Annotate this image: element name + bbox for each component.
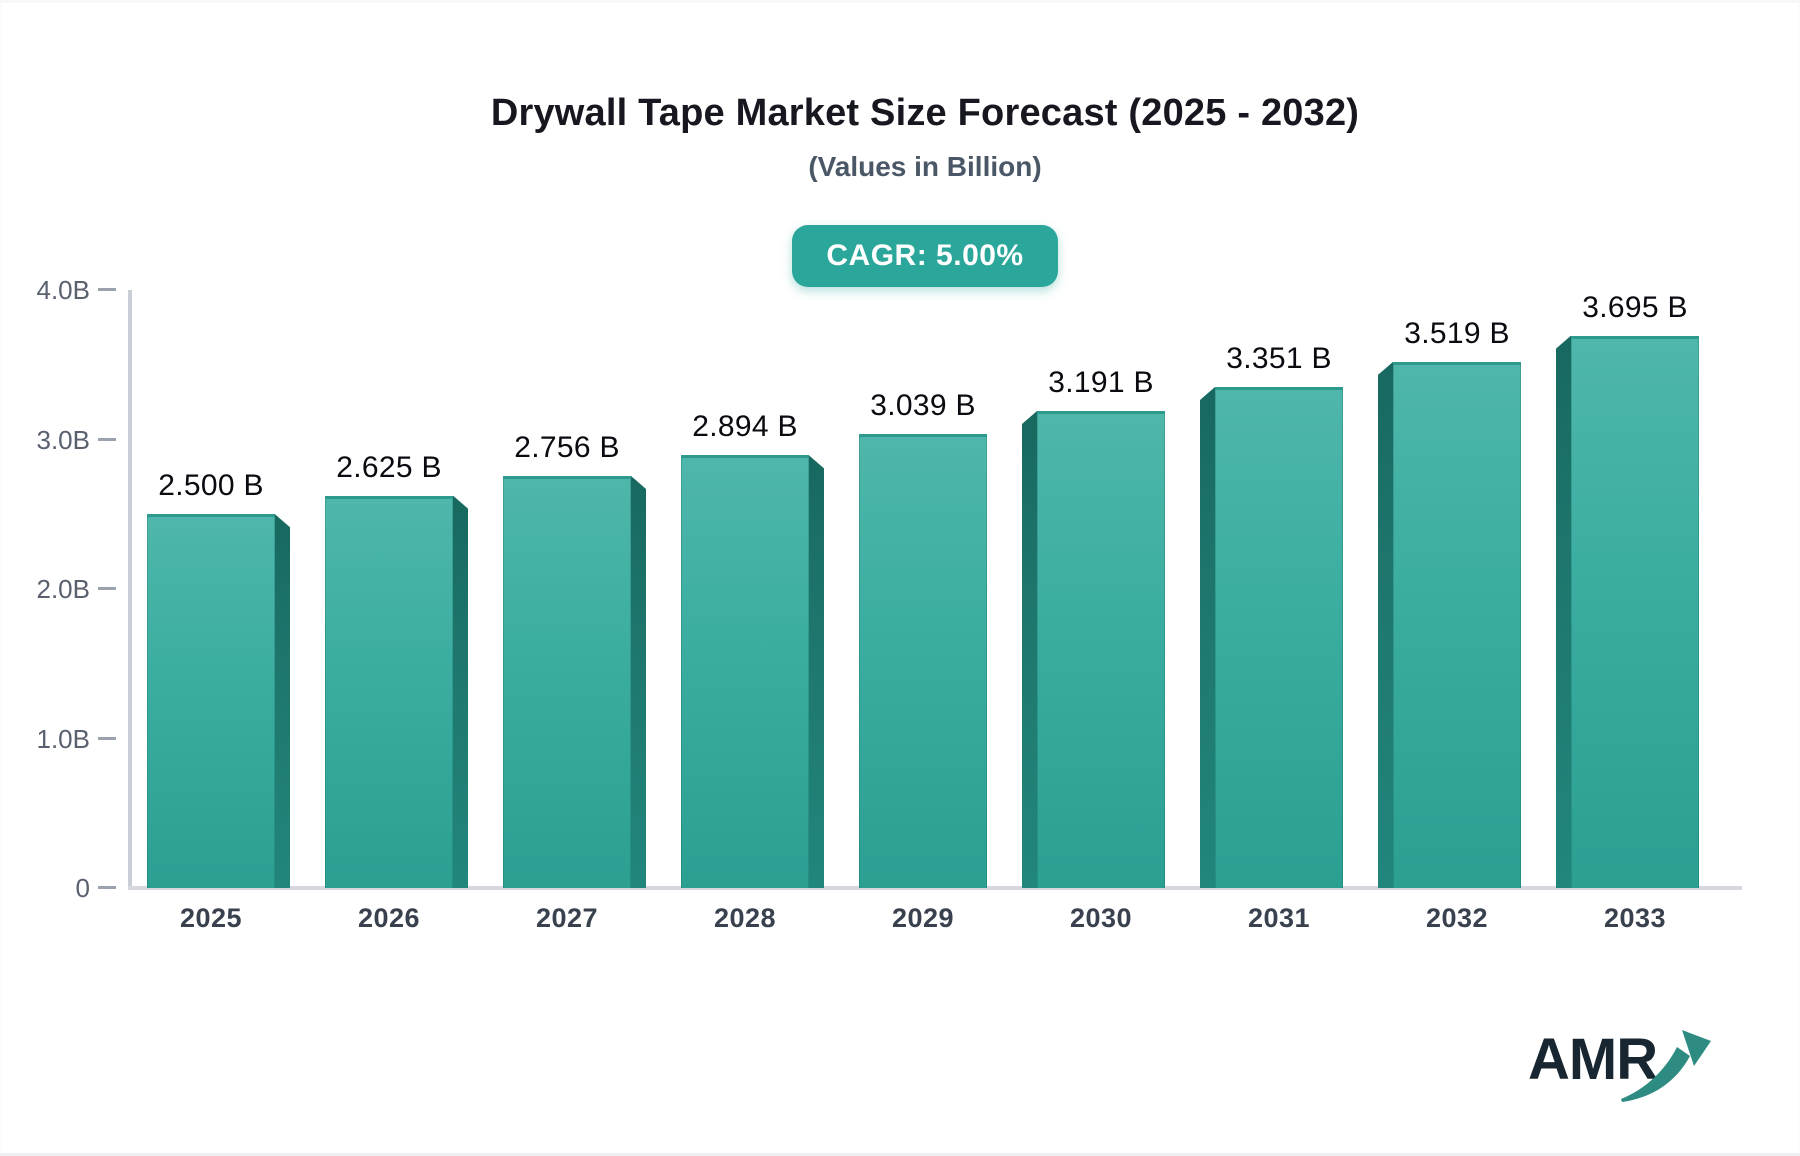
- x-axis-label: 2028: [713, 903, 777, 933]
- bar-side-face: [453, 495, 468, 888]
- y-tick-label: 2.0B: [36, 574, 91, 604]
- bar: [503, 475, 631, 888]
- bar: [147, 514, 275, 888]
- bar: [1393, 361, 1521, 888]
- bar: [859, 433, 987, 888]
- bar-side-face: [1378, 361, 1393, 888]
- y-tick-mark: [98, 886, 116, 889]
- x-axis-label: 2026: [357, 903, 421, 933]
- bar-value-label: 2.894 B: [692, 410, 798, 444]
- x-axis-label: 2032: [1425, 903, 1489, 933]
- x-axis-label: 2033: [1603, 903, 1667, 933]
- bar-value-label: 2.625 B: [336, 450, 442, 484]
- bar-value-label: 2.756 B: [514, 430, 620, 464]
- amr-logo-text: AMR: [1528, 1027, 1658, 1092]
- x-axis-label: 2030: [1069, 903, 1133, 933]
- chart-subtitle: (Values in Billion): [808, 151, 1042, 182]
- bar: [1571, 335, 1699, 888]
- bar-value-label: 2.500 B: [158, 469, 264, 503]
- bar: [681, 455, 809, 888]
- bar-side-face: [275, 514, 290, 888]
- bar: [1215, 387, 1343, 888]
- y-tick-mark: [98, 736, 116, 740]
- bar-side-face: [1022, 410, 1037, 888]
- y-tick-label: 1.0B: [36, 723, 91, 754]
- bar: [1037, 410, 1165, 888]
- x-axis-line: [128, 886, 1742, 890]
- chart-header: Drywall Tape Market Size Forecast (2025 …: [50, 0, 1800, 287]
- bar-value-label: 3.695 B: [1582, 290, 1688, 324]
- y-tick-label: 0: [75, 873, 90, 903]
- x-axis-label: 2029: [891, 903, 955, 933]
- chart-title: Drywall Tape Market Size Forecast (2025 …: [490, 92, 1360, 134]
- bar-side-face: [1556, 335, 1571, 888]
- bar-side-face: [809, 455, 824, 888]
- y-tick-mark: [98, 288, 116, 291]
- x-axis-label: 2031: [1247, 903, 1311, 933]
- y-tick-mark: [98, 587, 116, 590]
- growth-arrow-icon: [1621, 1030, 1711, 1102]
- x-axis-label: 2025: [179, 903, 243, 933]
- bar: [325, 495, 453, 888]
- y-tick-label: 4.0B: [36, 275, 91, 305]
- x-axis-label: 2027: [535, 903, 599, 933]
- amr-logo: AMR: [1528, 1026, 1728, 1116]
- cagr-badge: CAGR: 5.00%: [792, 225, 1058, 287]
- y-tick-label: 3.0B: [36, 424, 91, 455]
- bar-value-label: 3.519 B: [1404, 316, 1510, 350]
- bar-value-label: 3.191 B: [1048, 365, 1154, 399]
- bar-value-label: 3.351 B: [1226, 342, 1332, 376]
- bar-value-label: 3.039 B: [870, 388, 976, 422]
- y-axis-line: [128, 290, 132, 890]
- bar-side-face: [631, 475, 646, 888]
- bar-side-face: [1200, 387, 1215, 888]
- y-tick-mark: [98, 437, 116, 441]
